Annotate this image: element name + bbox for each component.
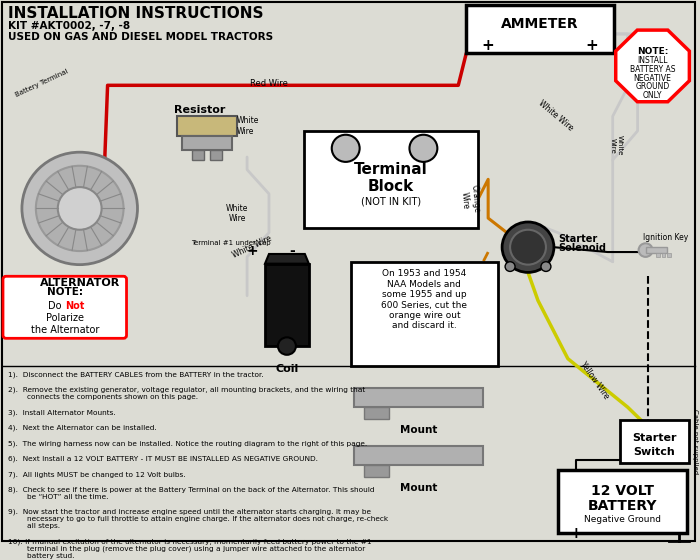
Text: Cable not supplied: Cable not supplied [692, 409, 699, 474]
Text: NOTE:: NOTE: [637, 46, 668, 55]
Text: BATTERY AS: BATTERY AS [630, 65, 676, 74]
Circle shape [541, 262, 551, 272]
Text: the Alternator: the Alternator [31, 325, 99, 335]
Text: +: + [246, 244, 258, 258]
Text: NOTE:: NOTE: [47, 287, 83, 297]
Text: Terminal: Terminal [354, 162, 428, 177]
Text: 12 VOLT: 12 VOLT [592, 484, 654, 498]
Text: Starter: Starter [632, 433, 677, 444]
Text: INSTALL: INSTALL [637, 56, 668, 65]
Circle shape [22, 152, 137, 265]
Text: 3).  Install Alternator Mounts.: 3). Install Alternator Mounts. [8, 409, 116, 416]
Text: -: - [289, 244, 295, 258]
Bar [662, 253, 666, 257]
Text: 2).  Remove the existing generator, voltage regulator, all mounting brackets, an: 2). Remove the existing generator, volta… [8, 387, 365, 400]
Bar [363, 407, 389, 419]
Text: White
Wire: White Wire [226, 204, 248, 223]
Bar [354, 446, 483, 465]
Bar [620, 420, 690, 463]
Text: Not: Not [65, 301, 84, 310]
Text: Yellow Wire: Yellow Wire [578, 360, 610, 401]
Text: NEGATIVE: NEGATIVE [634, 74, 671, 83]
Text: On 1953 and 1954
NAA Models and
some 1955 and up
600 Series, cut the
orange wire: On 1953 and 1954 NAA Models and some 195… [382, 269, 468, 330]
Text: White Wire: White Wire [537, 99, 575, 133]
Text: 9).  Now start the tractor and increase engine speed until the alternator starts: 9). Now start the tractor and increase e… [8, 509, 388, 529]
Text: Mount: Mount [400, 424, 437, 435]
Text: White
Wire: White Wire [237, 116, 260, 136]
Bar [265, 264, 309, 346]
Bar [351, 262, 498, 366]
Circle shape [332, 135, 360, 162]
Text: Solenoid: Solenoid [558, 243, 606, 253]
Text: 6).  Next Install a 12 VOLT BATTERY - IT MUST BE INSTALLED AS NEGATIVE GROUND.: 6). Next Install a 12 VOLT BATTERY - IT … [8, 456, 318, 462]
Text: Block: Block [368, 179, 414, 194]
FancyBboxPatch shape [3, 276, 127, 338]
Circle shape [510, 230, 546, 265]
Text: +: + [570, 526, 582, 542]
Text: GROUND: GROUND [636, 82, 670, 91]
Text: INSTALLATION INSTRUCTIONS: INSTALLATION INSTRUCTIONS [8, 6, 263, 21]
Text: 4).  Next the Alternator can be installed.: 4). Next the Alternator can be installed… [8, 424, 157, 431]
Text: ALTERNATOR: ALTERNATOR [40, 278, 120, 288]
Bar [558, 470, 687, 533]
Bar [193, 150, 204, 160]
Text: AMMETER: AMMETER [501, 17, 579, 31]
Text: BATTERY: BATTERY [588, 499, 657, 513]
Text: (NOT IN KIT): (NOT IN KIT) [361, 197, 421, 207]
Text: Orange
Wire: Orange Wire [460, 185, 482, 214]
Bar [668, 253, 671, 257]
Circle shape [502, 222, 554, 272]
Text: Resistor: Resistor [174, 105, 225, 115]
Circle shape [638, 243, 652, 257]
Text: Ignition Key: Ignition Key [643, 232, 688, 242]
Circle shape [505, 262, 515, 272]
Bar [182, 136, 232, 150]
Text: Coil: Coil [275, 363, 298, 374]
Text: 5).  The wiring harness now can be installed. Notice the routing diagram to the : 5). The wiring harness now can be instal… [8, 440, 368, 446]
Bar [210, 150, 222, 160]
Text: Switch: Switch [634, 447, 676, 457]
Bar [466, 5, 614, 53]
Text: Red Wire: Red Wire [250, 78, 288, 87]
Circle shape [278, 337, 296, 355]
Text: Starter: Starter [558, 234, 597, 244]
Text: Mount: Mount [400, 483, 437, 493]
Text: 8).  Check to see if there is power at the Battery Terminal on the back of the A: 8). Check to see if there is power at th… [8, 487, 374, 500]
Text: KIT #AKT0002, -7, -8: KIT #AKT0002, -7, -8 [8, 21, 130, 31]
Circle shape [58, 187, 102, 230]
Text: USED ON GAS AND DIESEL MODEL TRACTORS: USED ON GAS AND DIESEL MODEL TRACTORS [8, 32, 273, 42]
Text: Polarize: Polarize [46, 313, 84, 323]
Text: +: + [585, 38, 598, 53]
Circle shape [36, 166, 123, 251]
Text: 10). If manual excitation of the alternator is necessary, momentarily feed batte: 10). If manual excitation of the alterna… [8, 538, 372, 559]
Text: Do: Do [48, 301, 65, 310]
Bar [363, 465, 389, 477]
Text: 1).  Disconnect the BATTERY CABLES from the BATTERY in the tractor.: 1). Disconnect the BATTERY CABLES from t… [8, 371, 264, 378]
Polygon shape [616, 30, 690, 102]
Text: White
Wire: White Wire [610, 135, 623, 156]
Bar [354, 388, 483, 407]
Text: ONLY: ONLY [643, 91, 662, 100]
Text: Terminal #1 under cap: Terminal #1 under cap [191, 240, 271, 246]
Text: Negative Ground: Negative Ground [584, 515, 662, 524]
Bar [655, 253, 659, 257]
Text: Battery Terminal: Battery Terminal [15, 68, 69, 97]
Bar [177, 116, 237, 136]
Polygon shape [265, 254, 309, 264]
Text: White Wire: White Wire [231, 234, 273, 260]
Text: +: + [482, 38, 494, 53]
Text: 7).  All lights MUST be changed to 12 Volt bulbs.: 7). All lights MUST be changed to 12 Vol… [8, 471, 186, 478]
Circle shape [410, 135, 438, 162]
Bar [645, 247, 668, 253]
Bar [304, 131, 478, 228]
Text: -: - [666, 526, 673, 542]
